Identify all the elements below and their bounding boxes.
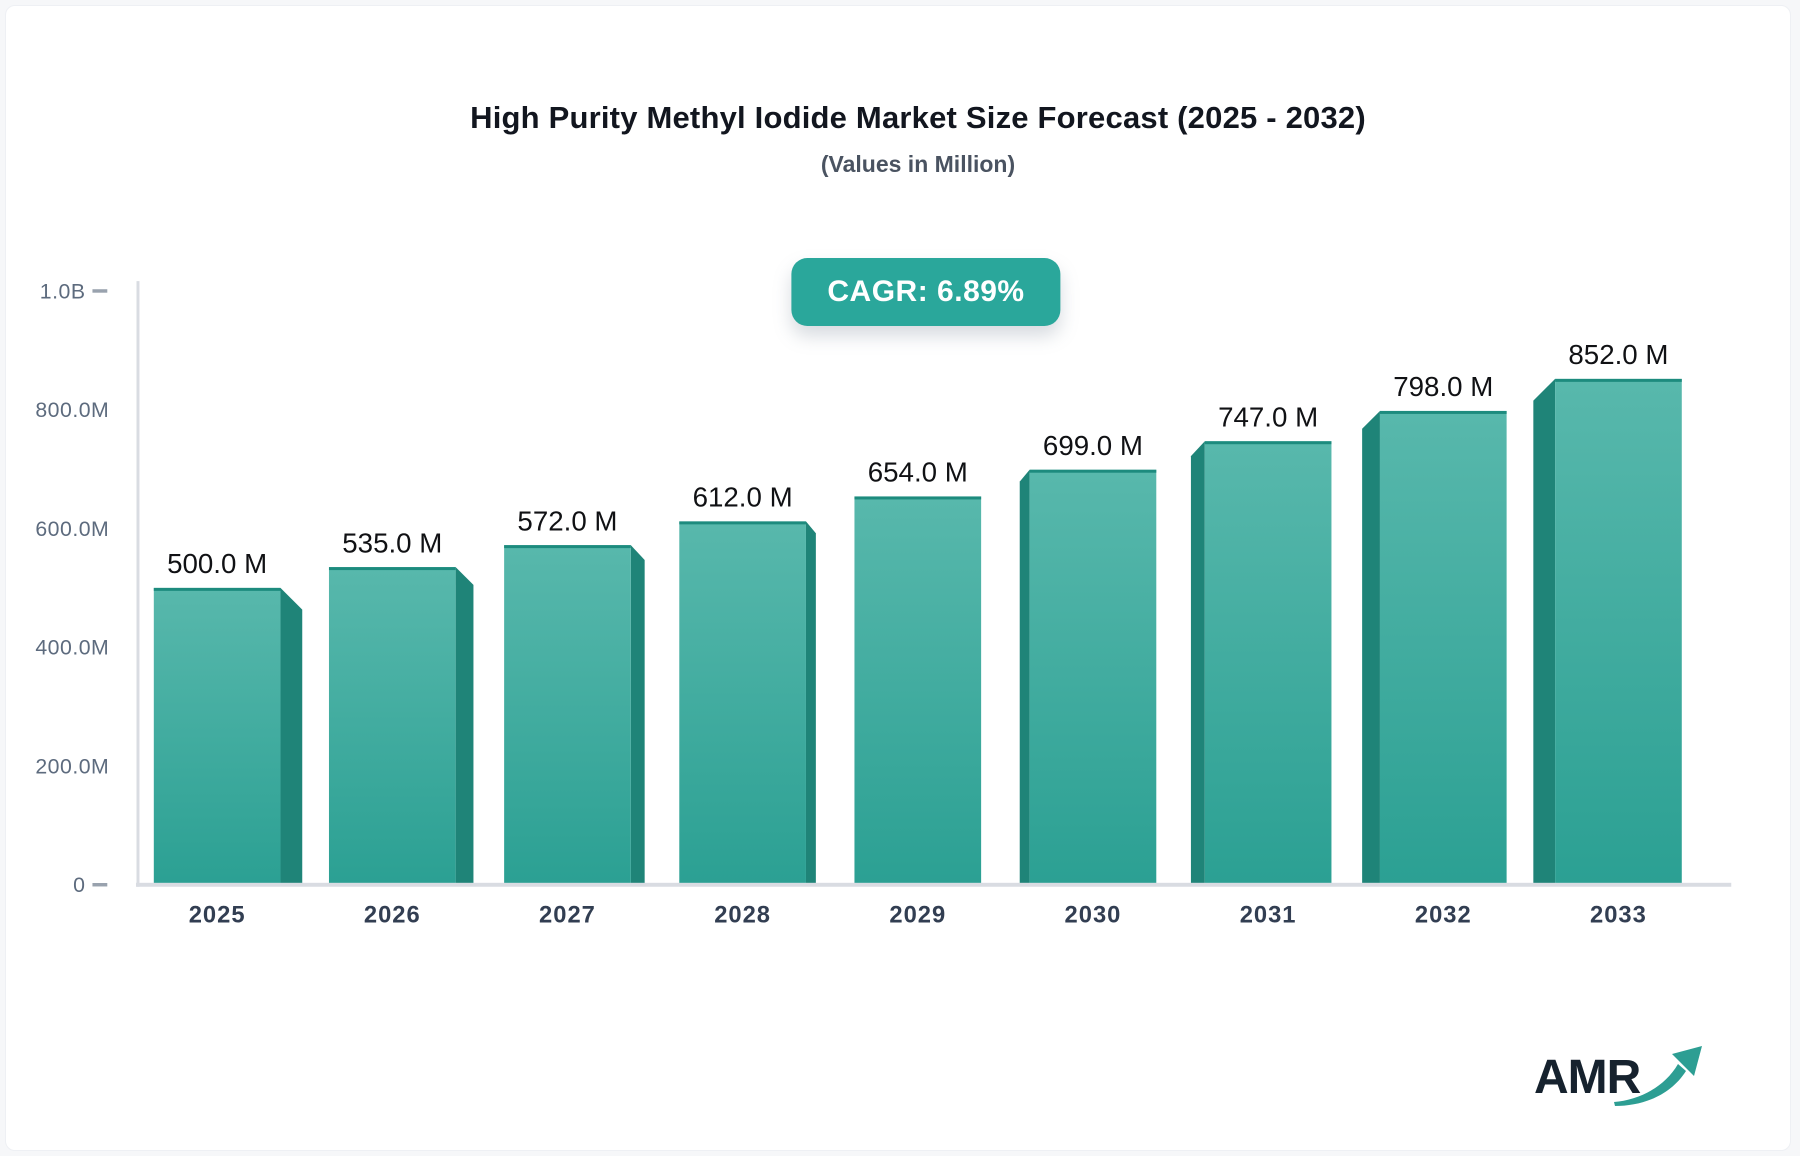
bar-side-face [1533, 378, 1556, 885]
bar-value-label: 798.0 M [1393, 371, 1493, 402]
y-tick-label: 400.0M [35, 636, 109, 660]
x-tick-label: 2030 [1065, 901, 1122, 928]
brand-logo-text: AMR [1534, 1051, 1641, 1104]
bar-front-face [1555, 378, 1682, 885]
cagr-badge: CAGR: 6.89% [791, 258, 1061, 326]
bar-side-face [455, 567, 474, 885]
bar-front-face [328, 567, 456, 885]
y-tick-dash [92, 289, 108, 293]
bar-front-face [679, 521, 806, 885]
x-tick-label: 2029 [889, 901, 946, 928]
bar-top-edge [1204, 441, 1332, 445]
bar-side-face [1019, 469, 1030, 885]
bar-value-label: 852.0 M [1568, 339, 1668, 370]
y-tick-label: 800.0M [35, 398, 109, 422]
bar-top-edge [153, 587, 281, 591]
bar-2030: 699.0 M 2030 [1019, 430, 1157, 928]
bar-front-face [153, 587, 281, 885]
bar-2029: 654.0 M 2029 [854, 457, 982, 928]
x-tick-label: 2027 [539, 901, 596, 928]
bar-front-face [1204, 441, 1332, 885]
y-tick-label: 0 [73, 873, 85, 897]
bar-top-edge [504, 545, 631, 549]
x-tick-label: 2025 [189, 901, 246, 928]
bar-side-face [280, 587, 303, 885]
bar-value-label: 612.0 M [693, 482, 793, 513]
bar-value-label: 500.0 M [167, 548, 267, 579]
logo-arrow-icon [1614, 1046, 1702, 1106]
bar-value-label: 572.0 M [517, 505, 617, 536]
chart-card: 1.0B 800.0M 600.0M 400.0M 200.0M 0 500.0 M 2025… [5, 5, 1791, 1151]
bar-value-label: 699.0 M [1043, 430, 1143, 461]
bar-value-label: 747.0 M [1218, 401, 1318, 432]
bar-top-edge [1379, 410, 1507, 414]
bar-front-face [504, 545, 631, 885]
y-tick-label: 1.0B [40, 279, 86, 303]
y-axis-line [136, 281, 140, 887]
bar-2027: 572.0 M 2027 [504, 505, 645, 928]
brand-logo: AMR [1534, 1042, 1714, 1122]
bar-2026: 535.0 M 2026 [328, 527, 474, 928]
bar-side-face [630, 545, 645, 885]
bar-2032: 798.0 M 2032 [1362, 371, 1507, 928]
bar-front-face [854, 496, 982, 885]
x-tick-label: 2031 [1240, 901, 1297, 928]
y-tick-label: 200.0M [35, 754, 109, 778]
bar-top-edge [1555, 378, 1682, 382]
bar-front-face [1379, 410, 1507, 885]
bar-top-edge [1029, 469, 1157, 473]
bar-top-edge [328, 567, 456, 571]
bar-side-face [1190, 441, 1205, 885]
bar-2028: 612.0 M 2028 [679, 482, 816, 928]
bar-top-edge [679, 521, 806, 525]
x-tick-label: 2028 [714, 901, 771, 928]
x-axis-line [135, 882, 1732, 887]
x-tick-label: 2026 [364, 901, 421, 928]
y-tick-label: 600.0M [35, 517, 109, 541]
x-tick-label: 2033 [1590, 901, 1647, 928]
x-tick-label: 2032 [1415, 901, 1472, 928]
bar-chart: 1.0B 800.0M 600.0M 400.0M 200.0M 0 500.0 M 2025… [35, 279, 1732, 928]
bar-2031: 747.0 M 2031 [1190, 401, 1332, 928]
bar-front-face [1029, 469, 1157, 885]
bar-side-face [1362, 410, 1380, 885]
bar-side-face [805, 521, 816, 885]
bar-value-label: 654.0 M [868, 457, 968, 488]
bar-top-edge [854, 496, 982, 500]
bar-2025: 500.0 M 2025 [153, 548, 303, 928]
bar-value-label: 535.0 M [342, 527, 442, 558]
bar-2033: 852.0 M 2033 [1533, 339, 1682, 928]
y-tick-dash [92, 883, 108, 887]
